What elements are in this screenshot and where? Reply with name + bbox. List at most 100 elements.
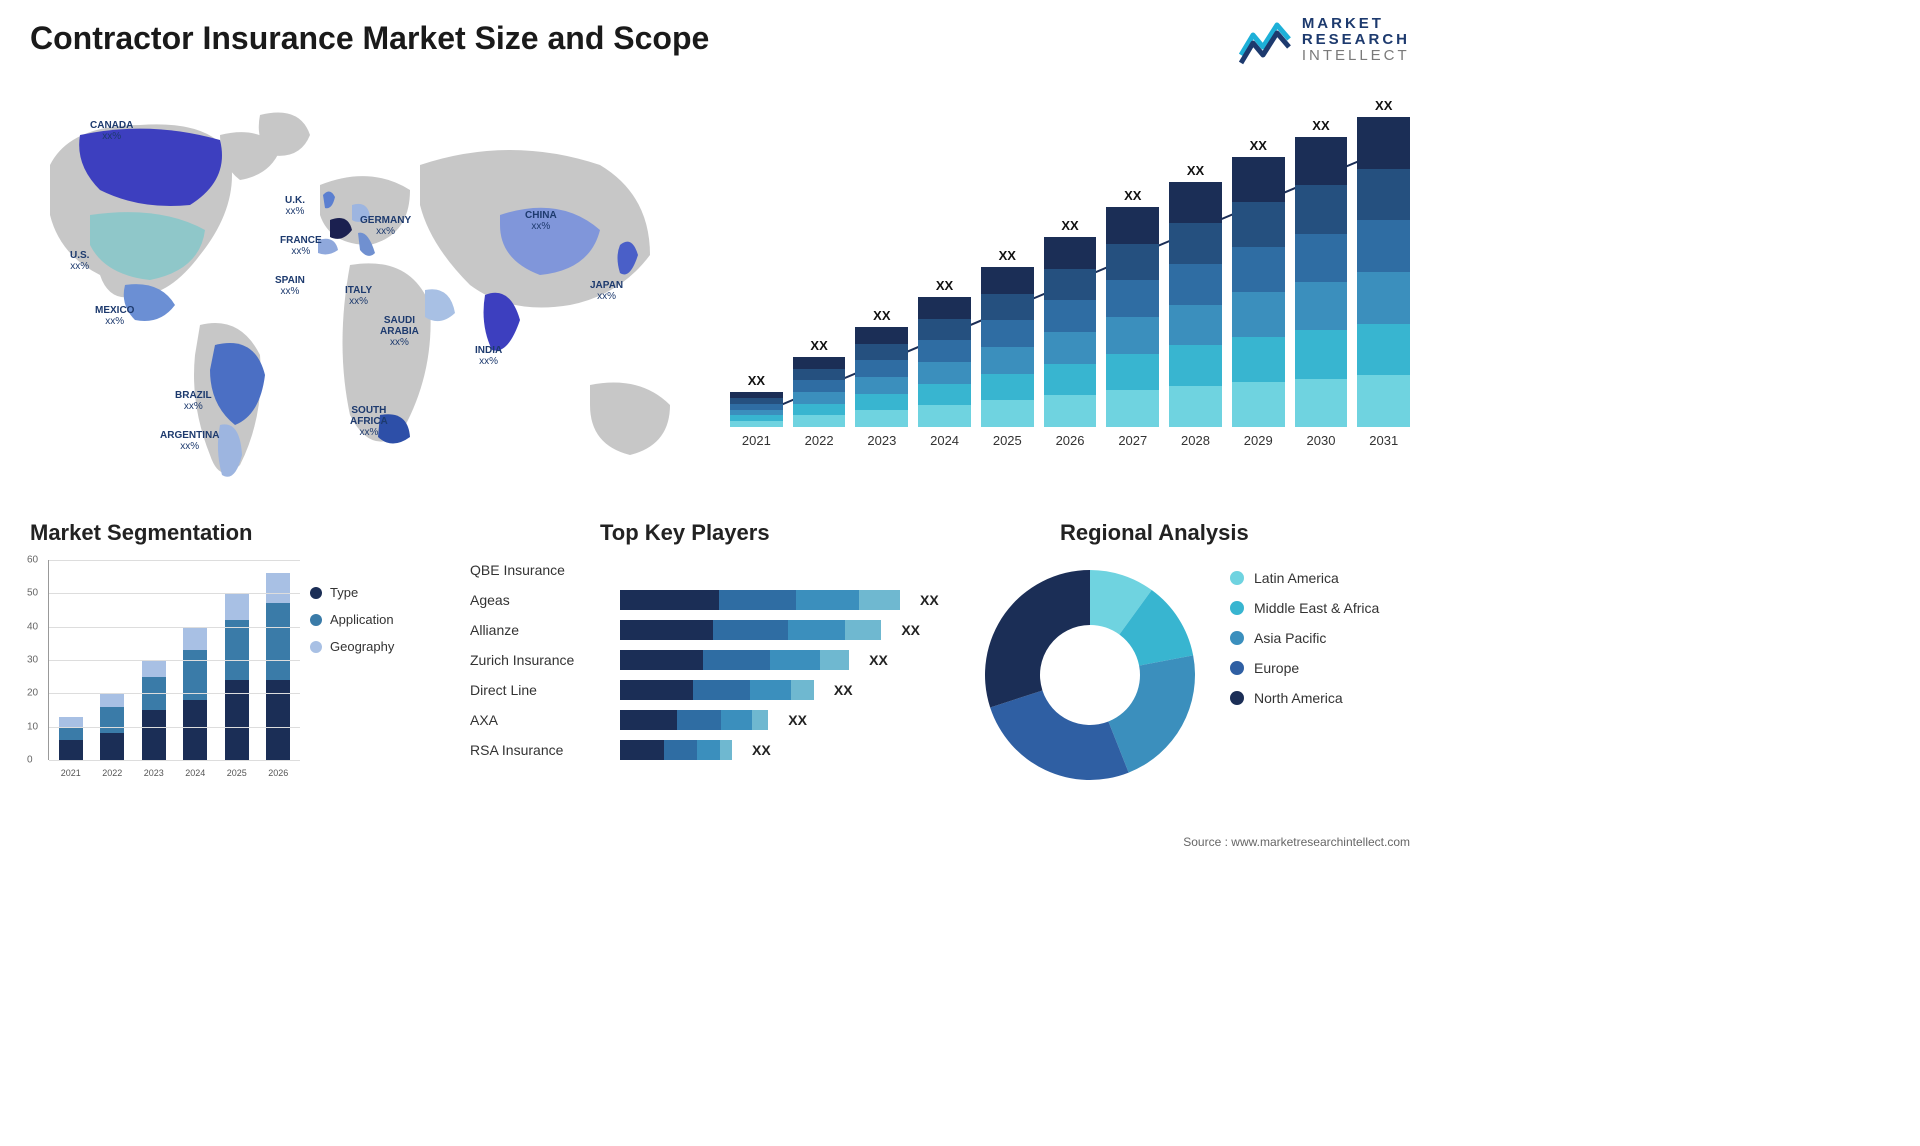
- map-callout-u.k.: U.K.xx%: [285, 195, 305, 217]
- player-bar-seg: [620, 590, 719, 610]
- regional-heading: Regional Analysis: [1060, 520, 1249, 546]
- main-bar-seg: [855, 344, 908, 361]
- main-bar-seg: [855, 360, 908, 377]
- logo-line1: MARKET: [1302, 16, 1410, 32]
- seg-yearlabel: 2025: [221, 768, 253, 778]
- main-bar-yearlabel: 2031: [1369, 433, 1398, 448]
- seg-bar-seg: [266, 603, 290, 680]
- regional-legend-label: Latin America: [1254, 570, 1339, 586]
- seg-legend-item: Type: [310, 585, 440, 600]
- player-bar-seg: [859, 590, 900, 610]
- player-value: XX: [920, 592, 939, 608]
- player-bar-seg: [620, 710, 677, 730]
- regional-legend-label: Middle East & Africa: [1254, 600, 1379, 616]
- main-bar-seg: [1232, 157, 1285, 202]
- main-bar-2025: XX2025: [981, 248, 1034, 448]
- player-bar-seg: [791, 680, 814, 700]
- seg-bar-seg: [266, 573, 290, 603]
- segmentation-chart: 202120222023202420252026 0102030405060 T…: [20, 555, 440, 785]
- main-bar-toplabel: XX: [748, 373, 765, 388]
- regional-legend-dot: [1230, 601, 1244, 615]
- main-bar-toplabel: XX: [1312, 118, 1329, 133]
- main-bar-2031: XX2031: [1357, 98, 1410, 448]
- seg-bar-seg: [59, 740, 83, 760]
- regional-legend-dot: [1230, 661, 1244, 675]
- map-callout-japan: JAPANxx%: [590, 280, 623, 302]
- main-bar-seg: [1169, 223, 1222, 264]
- regional-legend-dot: [1230, 631, 1244, 645]
- player-bar-seg: [620, 740, 664, 760]
- player-label: Zurich Insurance: [470, 652, 610, 668]
- player-value: XX: [752, 742, 771, 758]
- player-row: Direct LineXX: [470, 675, 960, 705]
- regional-legend-item: Asia Pacific: [1230, 630, 1420, 646]
- seg-gridline: [49, 593, 300, 594]
- main-bar-2027: XX2027: [1106, 188, 1159, 448]
- player-bar-seg: [796, 590, 858, 610]
- seg-ytick: 50: [27, 588, 38, 599]
- main-growth-chart: XX2021XX2022XX2023XX2024XX2025XX2026XX20…: [730, 100, 1410, 470]
- main-bar-seg: [918, 319, 971, 341]
- main-bar-seg: [918, 384, 971, 406]
- player-row: RSA Insurance XX: [470, 735, 960, 765]
- main-bar-seg: [1106, 244, 1159, 281]
- map-callout-china: CHINAxx%: [525, 210, 557, 232]
- map-callout-mexico: MEXICOxx%: [95, 305, 134, 327]
- seg-legend-dot: [310, 641, 322, 653]
- main-bar-yearlabel: 2027: [1118, 433, 1147, 448]
- main-bar-seg: [981, 400, 1034, 427]
- player-bar-seg: [620, 620, 713, 640]
- main-bar-seg: [981, 267, 1034, 294]
- player-bar: [620, 620, 881, 640]
- main-bar-seg: [918, 340, 971, 362]
- main-bar-yearlabel: 2024: [930, 433, 959, 448]
- seg-bar-2026: 2026: [263, 573, 295, 760]
- main-bar-seg: [855, 394, 908, 411]
- seg-ytick: 0: [27, 755, 33, 766]
- main-bar-seg: [1169, 386, 1222, 427]
- seg-yearlabel: 2022: [97, 768, 129, 778]
- player-bar-seg: [620, 680, 693, 700]
- regional-legend-item: Latin America: [1230, 570, 1420, 586]
- seg-legend-dot: [310, 614, 322, 626]
- main-bar-seg: [1357, 220, 1410, 272]
- main-bar-yearlabel: 2028: [1181, 433, 1210, 448]
- player-bar-seg: [820, 650, 849, 670]
- main-bar-seg: [793, 369, 846, 381]
- main-bar-seg: [981, 374, 1034, 401]
- main-bar-yearlabel: 2021: [742, 433, 771, 448]
- main-bar-seg: [1106, 390, 1159, 427]
- seg-bar-2023: 2023: [138, 660, 170, 760]
- main-bar-seg: [1044, 395, 1097, 427]
- seg-bar-seg: [183, 700, 207, 760]
- main-bar-2030: XX2030: [1295, 118, 1348, 448]
- main-bar-seg: [1169, 345, 1222, 386]
- main-bar-2026: XX2026: [1044, 218, 1097, 448]
- main-bar-seg: [1169, 182, 1222, 223]
- main-bar-seg: [1357, 169, 1410, 221]
- map-callout-saudi-arabia: SAUDIARABIAxx%: [380, 315, 419, 348]
- main-bar-2024: XX2024: [918, 278, 971, 448]
- seg-gridline: [49, 560, 300, 561]
- seg-ytick: 30: [27, 655, 38, 666]
- main-bar-seg: [855, 327, 908, 344]
- player-label: Direct Line: [470, 682, 610, 698]
- main-bar-toplabel: XX: [810, 338, 827, 353]
- player-bar-seg: [693, 680, 750, 700]
- seg-bar-seg: [100, 733, 124, 760]
- main-bar-toplabel: XX: [1061, 218, 1078, 233]
- regional-legend-label: North America: [1254, 690, 1343, 706]
- seg-bar-seg: [142, 660, 166, 677]
- player-row: AgeasXX: [470, 585, 960, 615]
- main-bar-toplabel: XX: [999, 248, 1016, 263]
- main-bar-seg: [1106, 280, 1159, 317]
- player-bar-seg: [721, 710, 752, 730]
- player-bar-seg: [788, 620, 845, 640]
- main-bar-seg: [918, 297, 971, 319]
- main-bar-seg: [1232, 292, 1285, 337]
- main-bar-seg: [1106, 317, 1159, 354]
- main-bar-2022: XX2022: [793, 338, 846, 448]
- players-heading: Top Key Players: [600, 520, 770, 546]
- player-label: RSA Insurance: [470, 742, 610, 758]
- map-callout-spain: SPAINxx%: [275, 275, 305, 297]
